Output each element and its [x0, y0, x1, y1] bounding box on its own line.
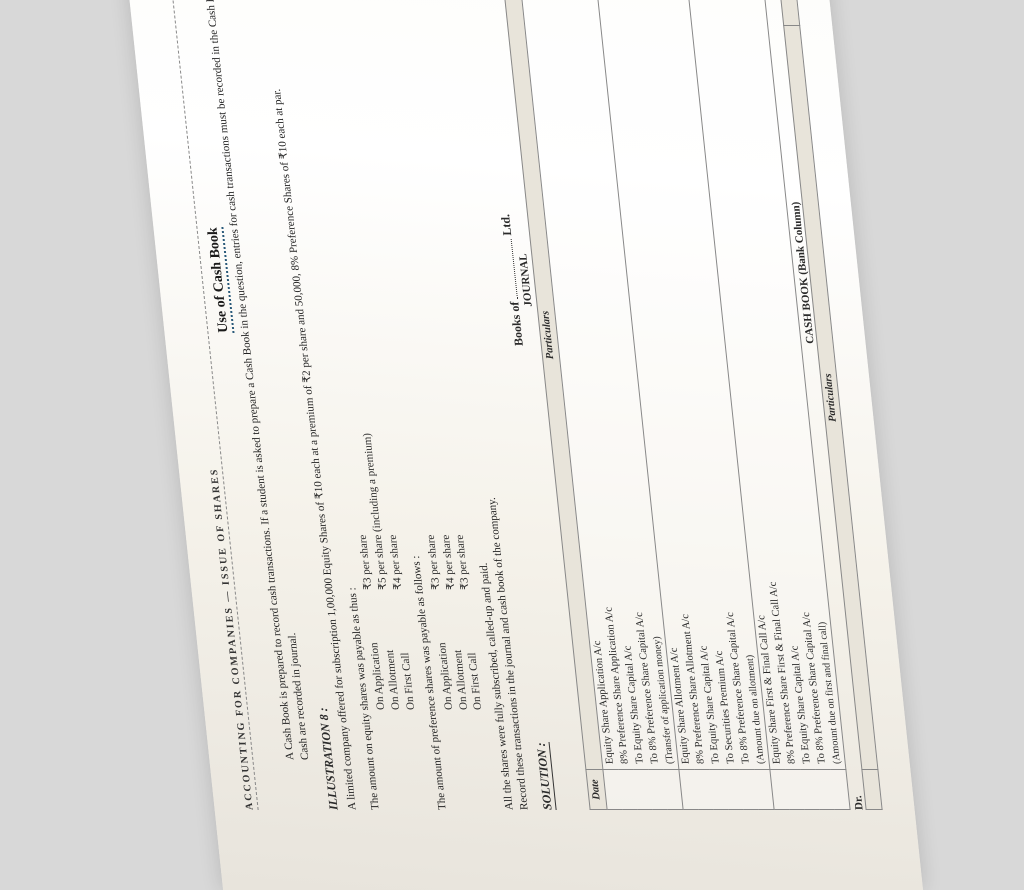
dr-side-label: Dr. [852, 795, 866, 810]
textbook-page: 8.27 ACCOUNTING FOR COMPANIES — ISSUE OF… [97, 0, 923, 890]
